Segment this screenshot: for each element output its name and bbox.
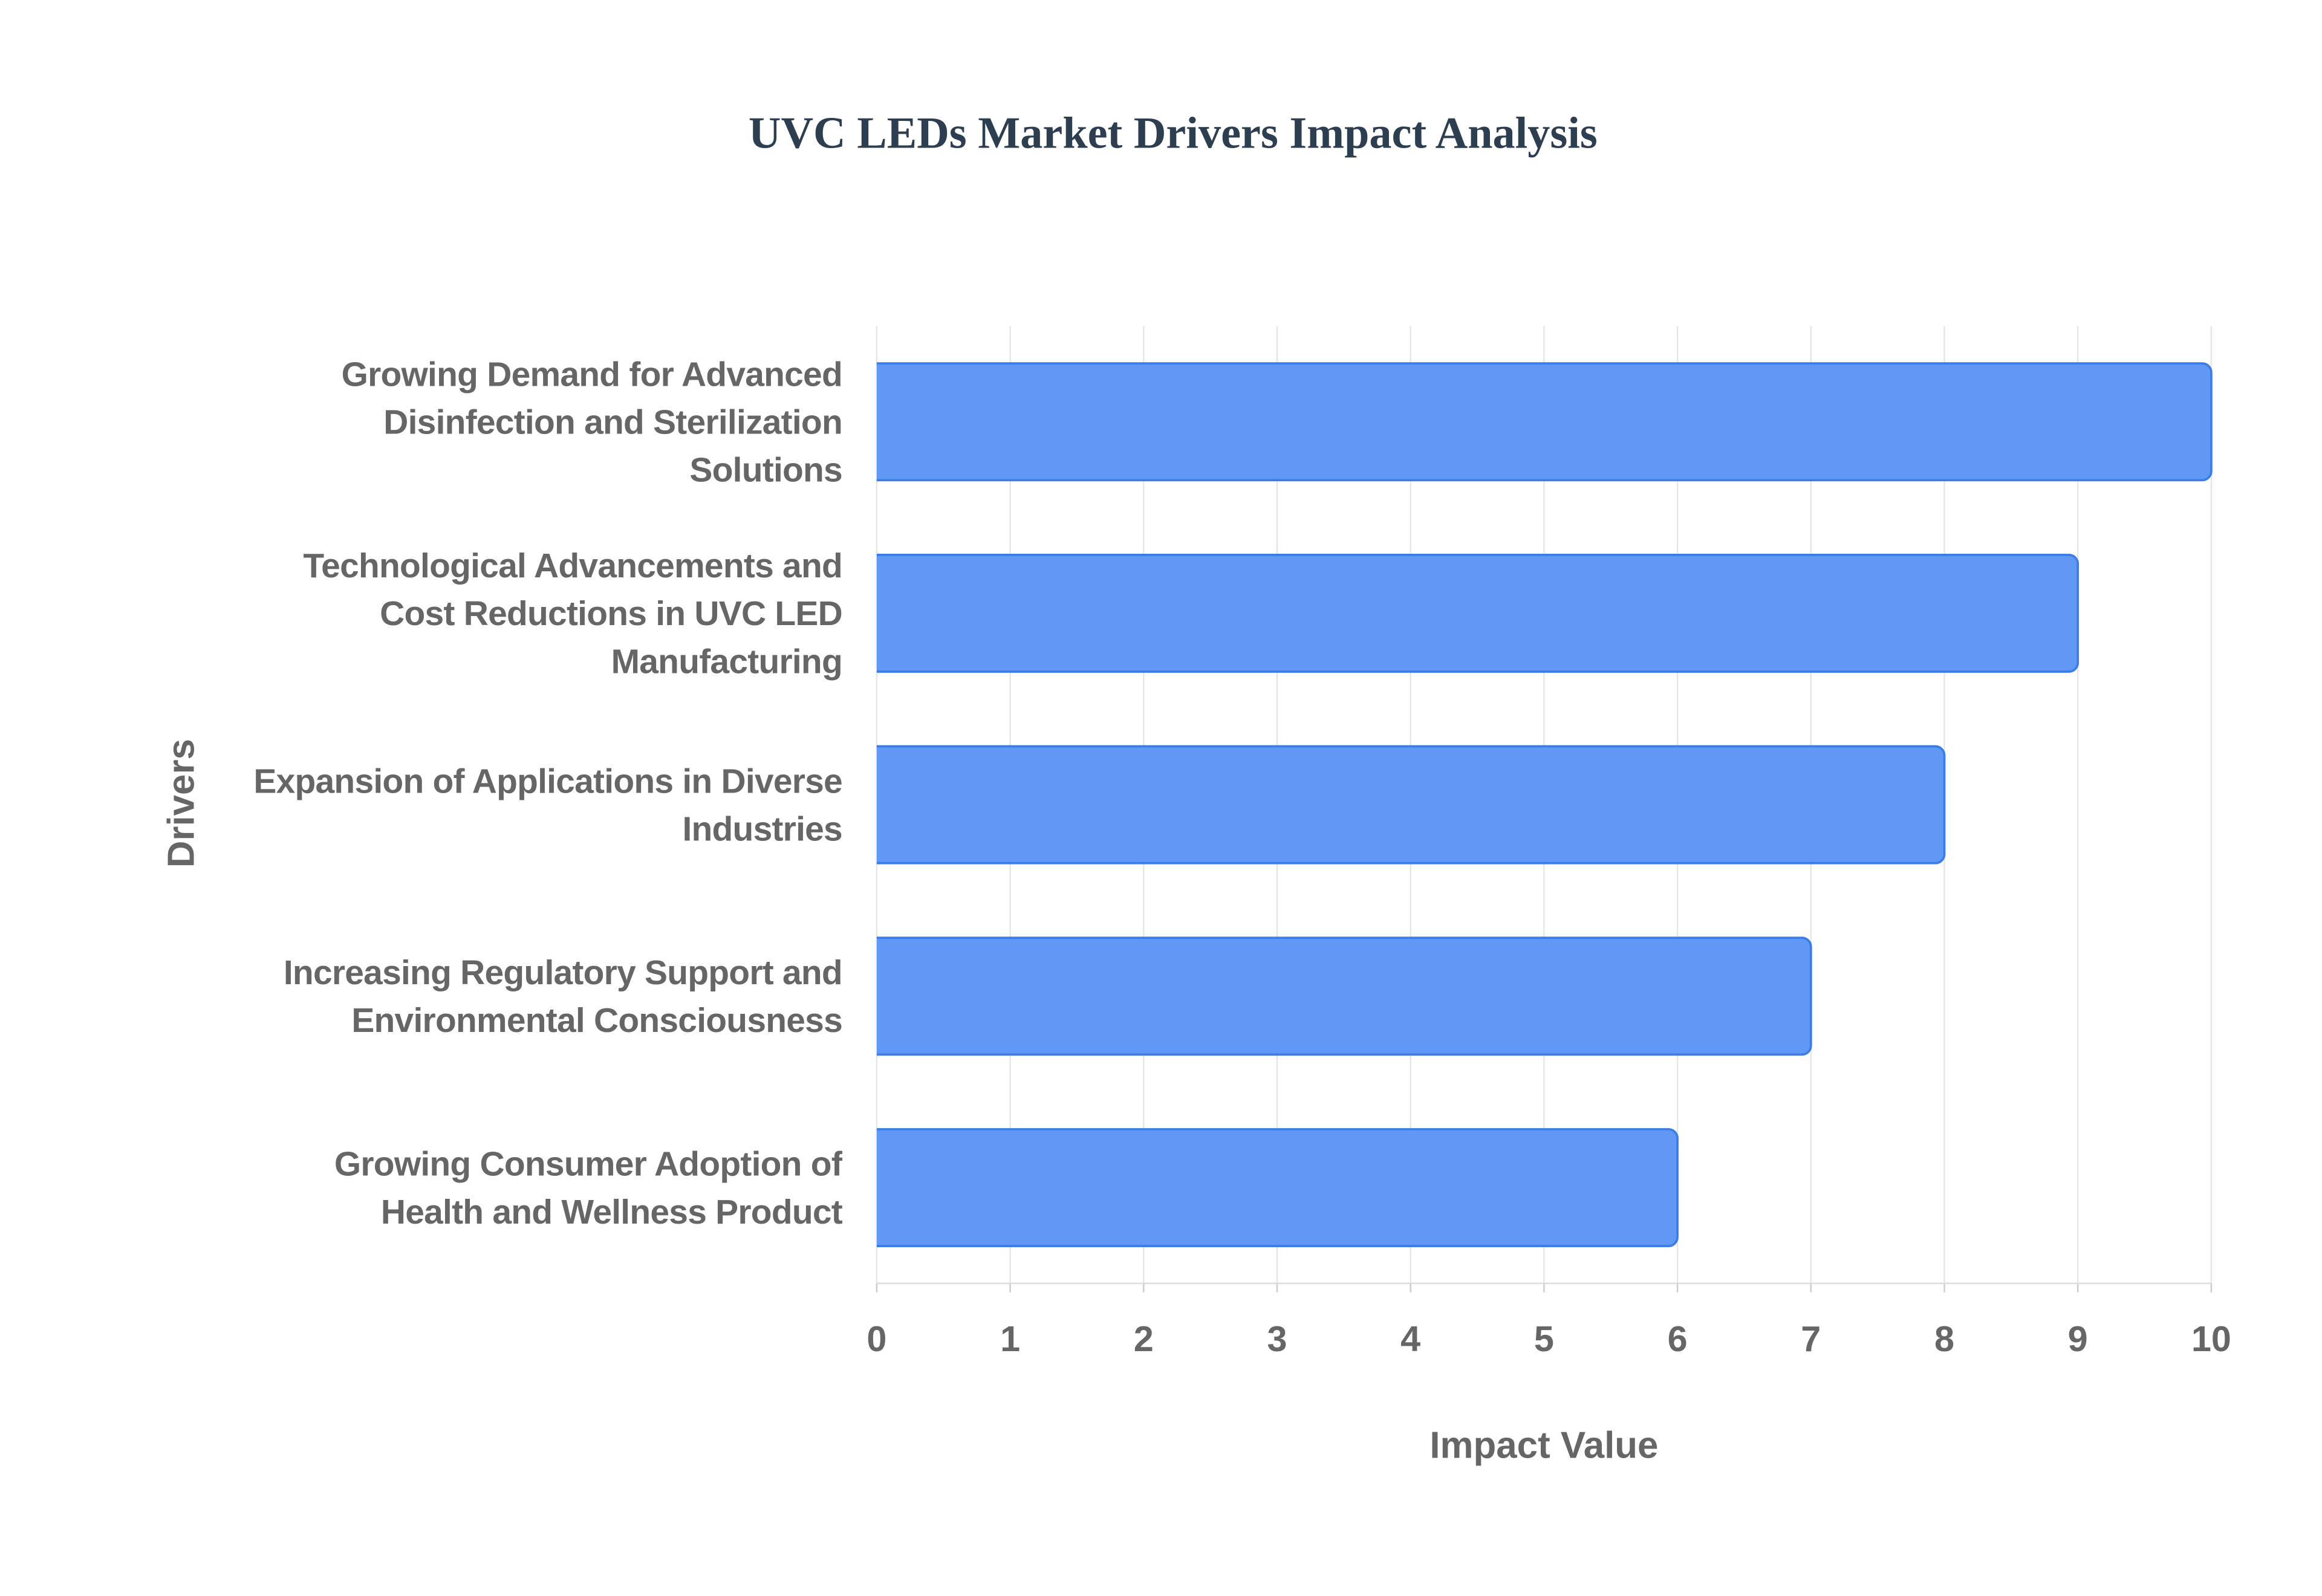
y-tick-label: Growing Consumer Adoption of Health and … <box>334 1144 842 1231</box>
x-tick-label: 4 <box>1400 1319 1420 1359</box>
x-tick-label: 2 <box>1134 1319 1154 1359</box>
bar <box>876 553 2080 673</box>
y-tick-label: Technological Advancements and Cost Redu… <box>303 546 842 681</box>
bar <box>876 1128 1679 1247</box>
y-tick-label-box: Increasing Regulatory Support and Enviro… <box>283 953 842 1040</box>
y-tick-label: Expansion of Applications in Diverse Ind… <box>253 761 842 848</box>
x-tick-label: 0 <box>867 1319 886 1359</box>
x-tick-label: 5 <box>1534 1319 1554 1359</box>
x-tick-label: 8 <box>1934 1319 1954 1359</box>
bar <box>876 745 1946 864</box>
y-tick-label: Increasing Regulatory Support and Enviro… <box>283 953 842 1040</box>
x-tick-label: 6 <box>1668 1319 1688 1359</box>
bars <box>876 362 2213 1247</box>
y-axis-title: Drivers <box>161 739 203 868</box>
x-tick-label: 7 <box>1801 1319 1821 1359</box>
x-tick-label: 1 <box>1000 1319 1020 1359</box>
bar <box>876 362 2213 482</box>
chart-title: UVC LEDs Market Drivers Impact Analysis <box>749 109 1598 158</box>
y-tick-label-box: Expansion of Applications in Diverse Ind… <box>253 761 842 848</box>
y-tick-label-box: Growing Consumer Adoption of Health and … <box>334 1144 842 1231</box>
bar <box>876 936 1812 1056</box>
x-tick-label: 3 <box>1267 1319 1287 1359</box>
y-tick-label-box: Technological Advancements and Cost Redu… <box>303 546 842 681</box>
x-axis-title: Impact Value <box>1429 1424 1658 1466</box>
x-tick-label: 10 <box>2191 1319 2231 1359</box>
x-tick-label: 9 <box>2068 1319 2088 1359</box>
y-tick-label-box: Growing Demand for Advanced Disinfection… <box>341 354 842 490</box>
y-tick-label: Growing Demand for Advanced Disinfection… <box>341 354 842 490</box>
